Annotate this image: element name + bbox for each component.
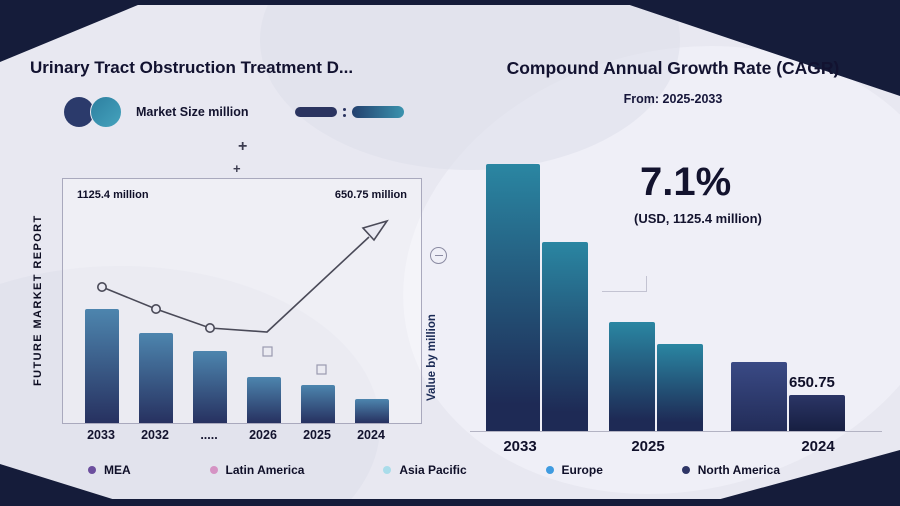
legend-pill-decoration bbox=[294, 106, 404, 118]
right-chart-y-axis-label: Value by million bbox=[426, 314, 438, 402]
vertical-watermark-text: FUTURE MARKET REPORT bbox=[32, 214, 44, 386]
left-chart-legend: Market Size million bbox=[64, 96, 404, 128]
right-bar-chart-plot-area bbox=[470, 158, 882, 432]
value-annotation-2024: 650.75 million bbox=[334, 189, 407, 201]
cagr-detail: (USD, 1125.4 million) bbox=[634, 211, 762, 226]
x-axis-line bbox=[470, 430, 882, 432]
bar-2033-back bbox=[542, 242, 588, 431]
x-axis-label: 2025 bbox=[303, 428, 331, 442]
x-axis-label: ..... bbox=[200, 428, 218, 442]
bar-2033-front bbox=[486, 164, 540, 431]
arrow-up-icon bbox=[361, 219, 389, 242]
colon-dots-icon bbox=[342, 107, 346, 117]
x-axis-label: 2025 bbox=[631, 438, 665, 455]
line-marker-icon bbox=[205, 323, 216, 334]
bar-2024-front bbox=[731, 362, 787, 431]
x-axis-label: 2024 bbox=[801, 438, 835, 455]
legend-coin-icon bbox=[64, 97, 94, 127]
top-border-strip bbox=[0, 0, 900, 5]
legend-item-label: Latin America bbox=[225, 463, 305, 477]
corner-triangle-top-left bbox=[0, 0, 150, 62]
plus-decoration-icon: + bbox=[238, 138, 248, 155]
x-axis-label: 2032 bbox=[141, 428, 169, 442]
legend-dot-icon bbox=[209, 466, 218, 474]
bar-2032 bbox=[139, 333, 173, 423]
right-chart-header: Compound Annual Growth Rate (CAGR) From:… bbox=[462, 58, 884, 106]
pill-icon bbox=[351, 106, 404, 118]
legend-item-mea: MEA bbox=[88, 463, 131, 477]
legend-item-north-america: North America bbox=[681, 463, 780, 477]
right-chart-subtitle: From: 2025-2033 bbox=[623, 92, 723, 106]
bar-2024-back bbox=[789, 395, 845, 431]
legend-series-label: Market Size million bbox=[136, 105, 249, 119]
legend-dot-icon bbox=[681, 466, 690, 474]
legend-item-latin-america: Latin America bbox=[209, 463, 305, 477]
left-bar-chart-plot-area: 1125.4 million 650.75 million bbox=[62, 178, 422, 424]
pill-icon bbox=[294, 107, 337, 117]
legend-dot-icon bbox=[545, 466, 554, 474]
right-chart-title: Compound Annual Growth Rate (CAGR) bbox=[506, 58, 840, 78]
bar-intermediate bbox=[193, 351, 227, 423]
bar-2033 bbox=[85, 309, 119, 423]
legend-item-asia-pacific: Asia Pacific bbox=[383, 463, 467, 477]
legend-item-label: Asia Pacific bbox=[399, 463, 467, 477]
value-annotation-2033: 1125.4 million bbox=[77, 189, 149, 201]
legend-dot-icon bbox=[88, 466, 96, 474]
left-chart-title: Urinary Tract Obstruction Treatment D... bbox=[30, 58, 354, 77]
x-axis-label: 2024 bbox=[357, 428, 385, 442]
square-marker-icon bbox=[262, 346, 273, 357]
line-marker-icon bbox=[96, 282, 107, 293]
plus-decoration-icon: + bbox=[233, 161, 241, 176]
step-line-decoration bbox=[602, 276, 647, 292]
x-axis-label: 2033 bbox=[87, 428, 115, 442]
bar-2025 bbox=[301, 385, 335, 423]
circle-minus-icon bbox=[430, 247, 447, 264]
legend-item-label: North America bbox=[697, 463, 780, 477]
legend-item-europe: Europe bbox=[545, 463, 603, 477]
bar-2025-front bbox=[609, 322, 655, 431]
region-legend: MEA Latin America Asia Pacific Europe No… bbox=[88, 463, 780, 477]
bar-2025-back bbox=[657, 344, 703, 431]
line-marker-icon bbox=[151, 304, 162, 315]
square-marker-icon bbox=[316, 364, 327, 375]
legend-coin-icon bbox=[90, 96, 122, 128]
legend-item-label: MEA bbox=[104, 463, 131, 477]
bar-value-annotation: 650.75 bbox=[789, 374, 835, 391]
x-axis-label: 2026 bbox=[249, 428, 277, 442]
legend-dot-icon bbox=[383, 466, 392, 474]
x-axis-label: 2033 bbox=[503, 438, 537, 455]
cagr-value: 7.1% bbox=[640, 160, 732, 204]
legend-item-label: Europe bbox=[561, 463, 603, 477]
bar-2024 bbox=[355, 399, 389, 423]
bottom-border-strip bbox=[0, 499, 900, 506]
bar-2026 bbox=[247, 377, 281, 423]
